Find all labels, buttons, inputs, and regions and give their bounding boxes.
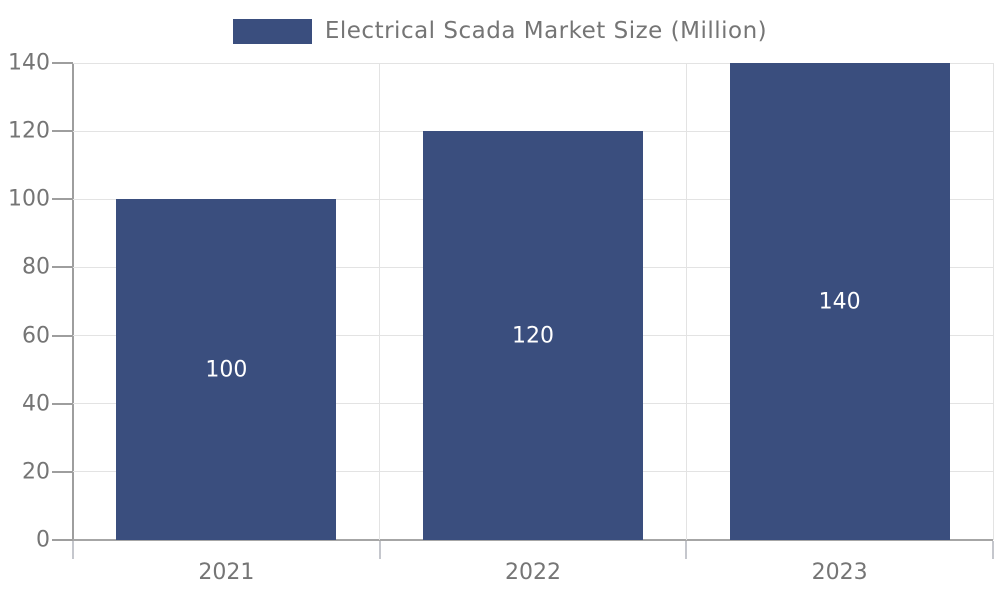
legend[interactable]: Electrical Scada Market Size (Million) [0, 14, 1000, 48]
y-axis-label-80: 80 [22, 254, 50, 280]
y-tick-mark [52, 130, 73, 133]
bar-value-label: 140 [818, 289, 861, 314]
y-axis-label-0: 0 [36, 527, 50, 553]
y-tick-mark [52, 470, 73, 473]
legend-swatch-icon [232, 18, 312, 44]
gridline-x-boundary [685, 63, 687, 540]
x-tick-mark [992, 541, 994, 559]
y-tick-mark [52, 334, 73, 337]
y-axis-label-100: 100 [8, 186, 50, 212]
x-axis-label-2022: 2022 [505, 560, 561, 585]
bar-value-label: 120 [512, 323, 554, 349]
x-tick-mark [685, 541, 688, 559]
y-axis-label-60: 60 [22, 323, 50, 349]
x-axis-label-2023: 2023 [811, 560, 868, 585]
legend-label: Electrical Scada Market Size (Million) [324, 18, 768, 44]
y-tick-mark [52, 539, 73, 541]
y-axis-label-40: 40 [22, 391, 50, 417]
bar-value-label: 100 [205, 357, 248, 383]
plot-area: 100 120 140 [73, 62, 994, 540]
gridline-x-boundary [992, 63, 994, 540]
y-axis-label-140: 140 [8, 50, 50, 76]
x-tick-mark [72, 541, 74, 559]
x-axis-line [73, 539, 993, 541]
x-axis-label-2021: 2021 [198, 560, 255, 585]
y-tick-mark [52, 62, 73, 64]
bar-2022[interactable]: 120 [423, 131, 643, 540]
bar-2021[interactable]: 100 [116, 199, 337, 540]
gridline-y-140 [73, 62, 993, 64]
y-axis-label-20: 20 [22, 459, 50, 485]
bar-2023[interactable]: 140 [729, 63, 950, 540]
gridline-x-boundary [379, 63, 381, 540]
y-tick-mark [52, 198, 73, 201]
x-tick-mark [378, 541, 381, 559]
y-axis-line [72, 63, 74, 540]
y-tick-mark [52, 402, 73, 405]
y-axis-label-120: 120 [8, 118, 50, 144]
y-tick-mark [52, 266, 73, 269]
